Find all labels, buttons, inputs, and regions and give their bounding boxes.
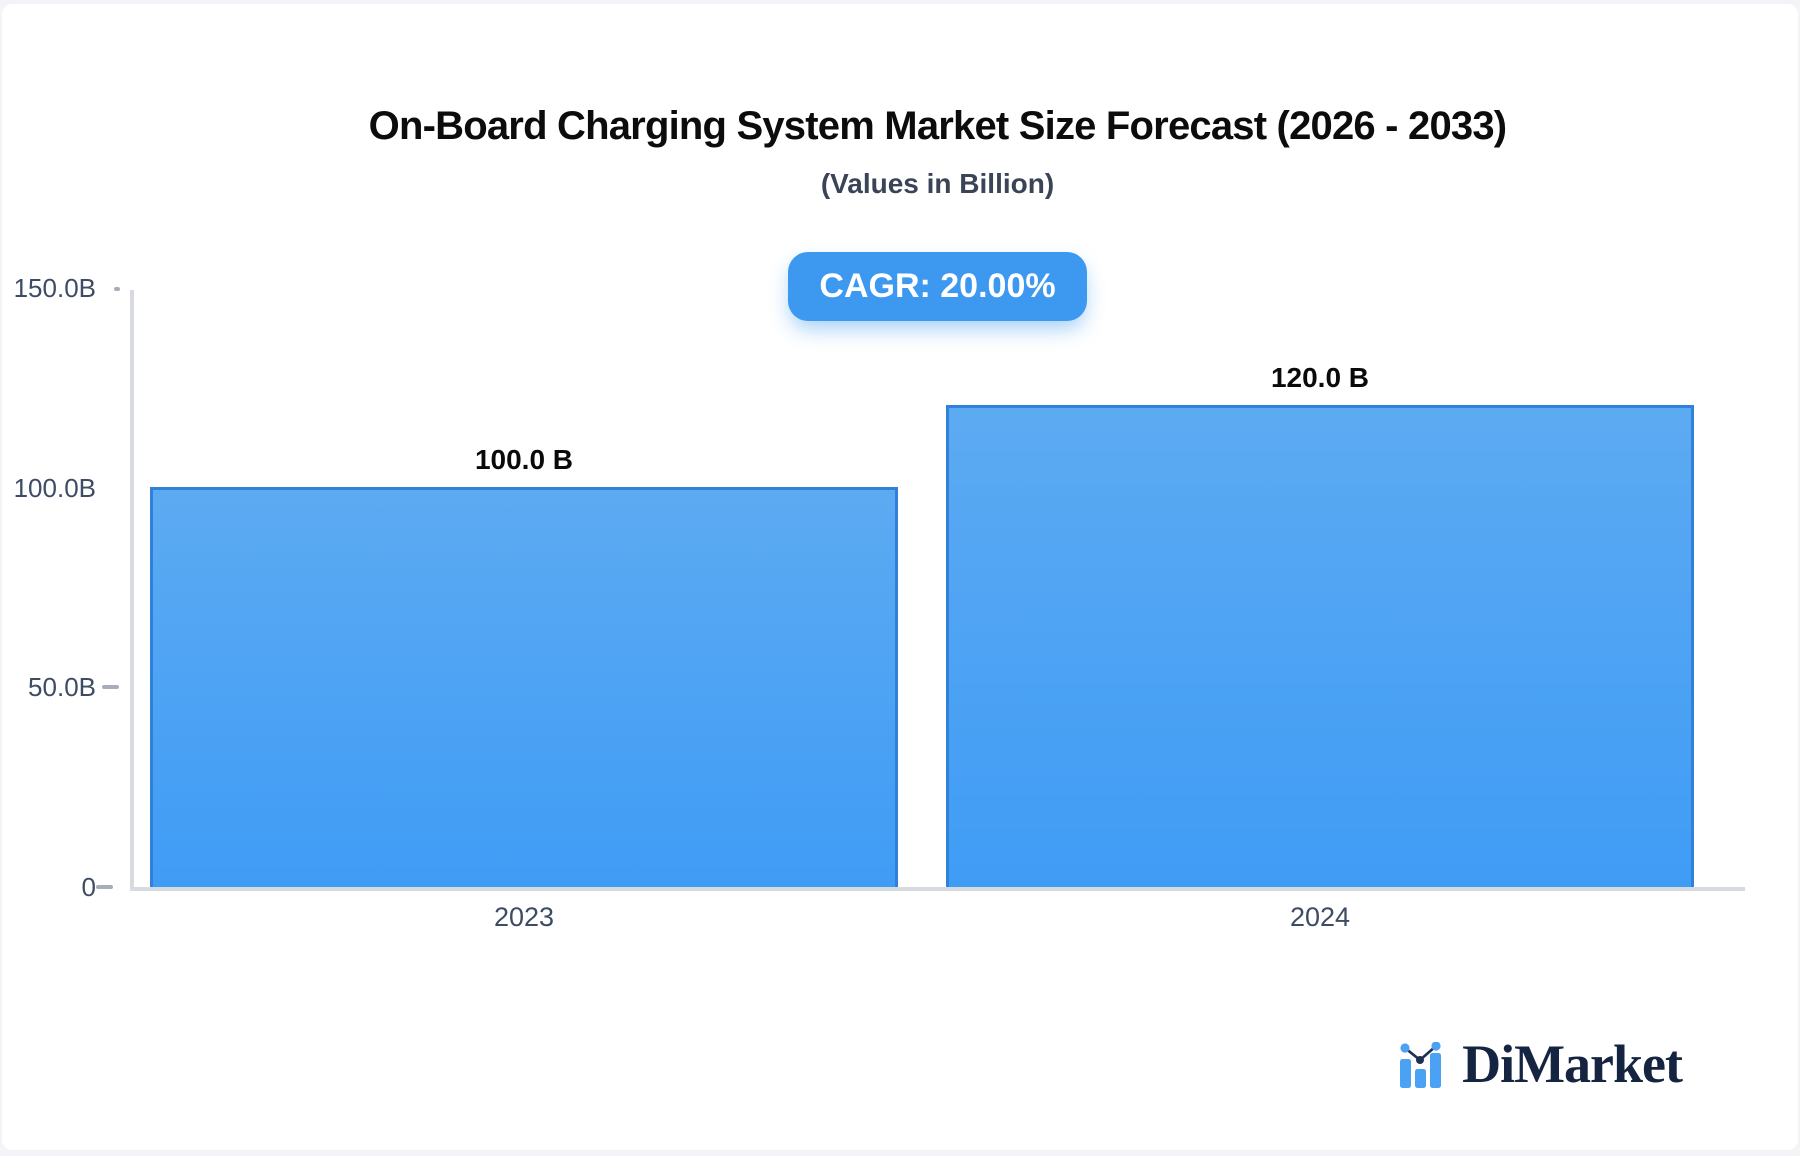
x-axis-line bbox=[130, 887, 1745, 891]
x-tick-label-2024: 2024 bbox=[1289, 902, 1351, 932]
y-tick-label-150: 150.0B bbox=[13, 273, 96, 303]
chart-subtitle: (Values in Billion) bbox=[820, 168, 1055, 199]
y-tick-label-0: 0 bbox=[81, 872, 96, 902]
y-tick-mark-150 bbox=[114, 287, 120, 291]
y-tick-label-100: 100.0B bbox=[13, 473, 96, 503]
bar-2023[interactable] bbox=[150, 487, 898, 889]
bar-2024[interactable] bbox=[946, 405, 1694, 889]
brand-logo-text: DiMarket bbox=[1462, 1034, 1683, 1094]
y-axis-line bbox=[130, 290, 134, 891]
bar-value-label-2023: 100.0 B bbox=[474, 444, 574, 475]
y-tick-mark-50 bbox=[102, 685, 119, 689]
y-tick-label-50: 50.0B bbox=[28, 672, 96, 702]
chart-title: On-Board Charging System Market Size For… bbox=[368, 104, 1507, 148]
brand-logo: DiMarket bbox=[1398, 1034, 1683, 1094]
bar-value-label-2024: 120.0 B bbox=[1270, 362, 1370, 393]
x-tick-label-2023: 2023 bbox=[493, 902, 555, 932]
cagr-badge: CAGR: 20.00% bbox=[788, 252, 1087, 321]
cagr-badge-row: CAGR: 20.00% bbox=[130, 252, 1745, 321]
bar-line-chart-icon bbox=[1400, 1042, 1442, 1088]
y-tick-mark-0 bbox=[96, 885, 113, 889]
